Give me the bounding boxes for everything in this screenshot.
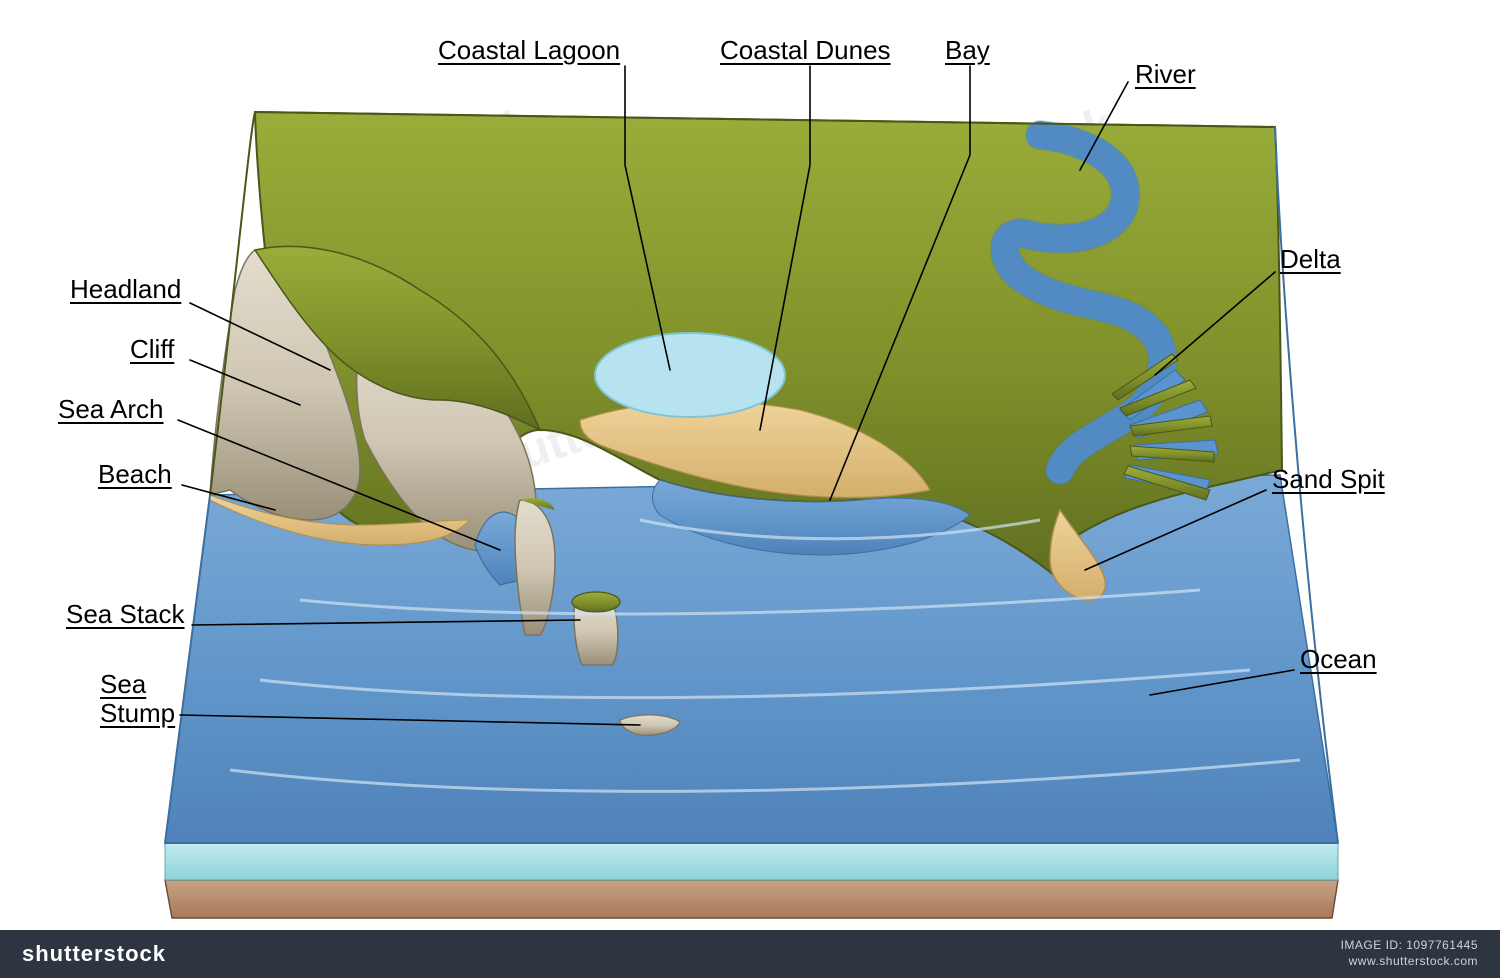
label-coastal-dunes: Coastal Dunes [720, 36, 891, 65]
footer-meta: IMAGE ID: 1097761445 www.shutterstock.co… [1341, 938, 1478, 969]
label-ocean: Ocean [1300, 645, 1377, 674]
label-sea-stump: Sea Stump [100, 670, 175, 727]
diagram-canvas: shutterstock shutterstock shutterstock s… [0, 0, 1500, 978]
footer-url: www.shutterstock.com [1349, 954, 1478, 968]
label-bay: Bay [945, 36, 990, 65]
footer-image-id: 1097761445 [1406, 938, 1478, 952]
footer-image-id-label: IMAGE ID: [1341, 938, 1403, 952]
label-headland: Headland [70, 275, 181, 304]
label-sand-spit: Sand Spit [1272, 465, 1385, 494]
label-delta: Delta [1280, 245, 1341, 274]
label-beach: Beach [98, 460, 172, 489]
label-cliff: Cliff [130, 335, 174, 364]
label-sea-stack: Sea Stack [66, 600, 185, 629]
label-coastal-lagoon: Coastal Lagoon [438, 36, 620, 65]
footer-brand: shutterstock [22, 941, 166, 967]
stock-footer: shutterstock IMAGE ID: 1097761445 www.sh… [0, 930, 1500, 978]
label-sea-arch: Sea Arch [58, 395, 164, 424]
label-river: River [1135, 60, 1196, 89]
